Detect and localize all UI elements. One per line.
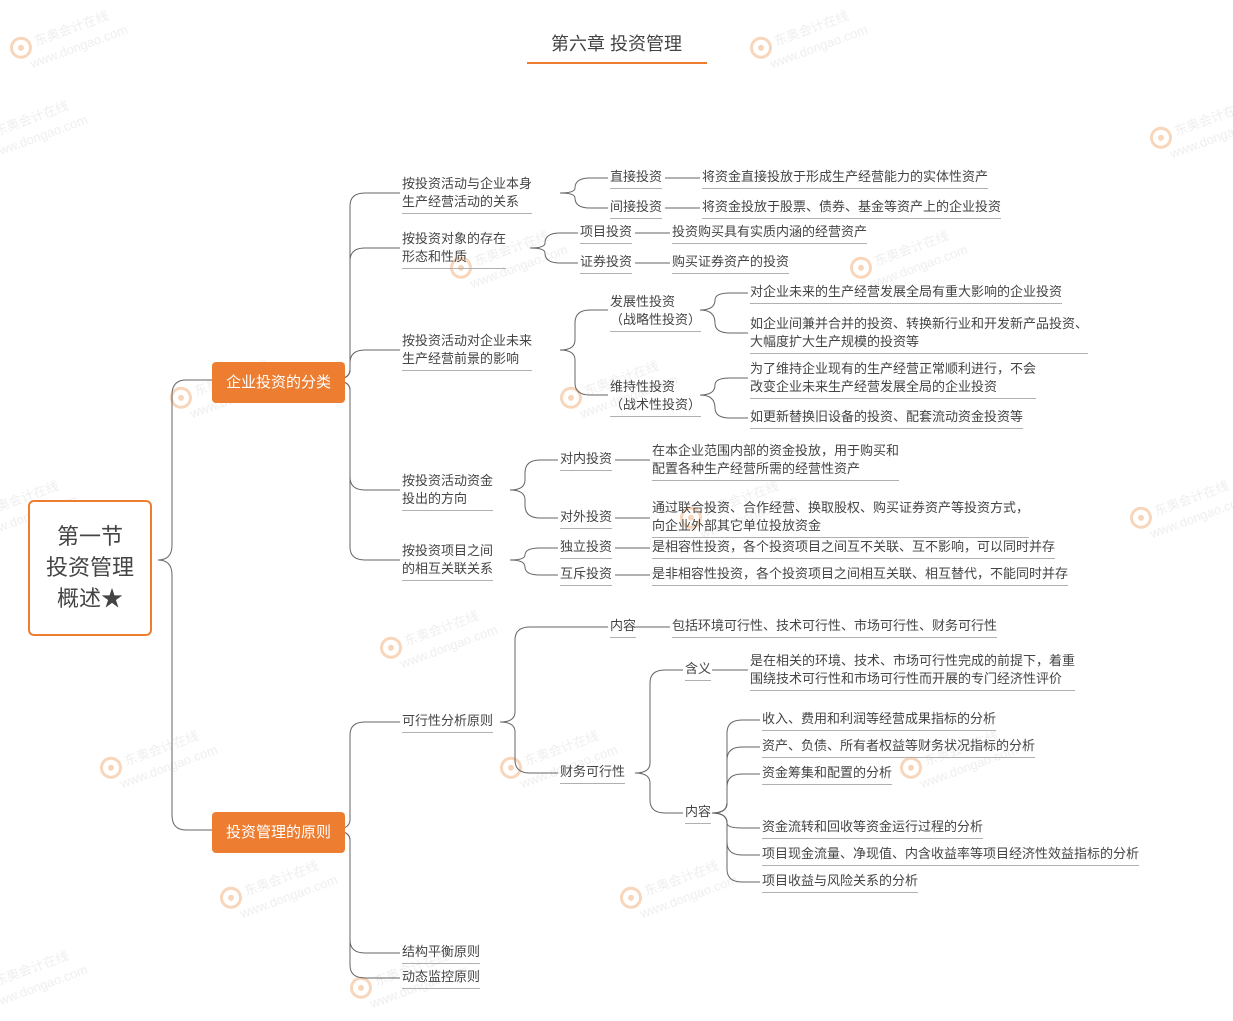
cat-direction: 按投资活动资金 投出的方向 bbox=[402, 472, 493, 511]
root-line: 投资管理 bbox=[46, 553, 134, 584]
watermark: 东奥会计在线 www.dongao.com bbox=[0, 941, 90, 1018]
chapter-title-wrap: 第六章 投资管理 bbox=[0, 30, 1233, 64]
leaf-exclusive: 互斥投资 bbox=[560, 565, 612, 586]
leaf-dev-desc1: 对企业未来的生产经营发展全局有重大影响的企业投资 bbox=[750, 283, 1062, 304]
leaf-independent: 独立投资 bbox=[560, 538, 612, 559]
leaf-external: 对外投资 bbox=[560, 508, 612, 529]
principle-balance: 结构平衡原则 bbox=[402, 943, 480, 964]
leaf-development: 发展性投资 （战略性投资） bbox=[610, 293, 701, 332]
fin-c5: 项目现金流量、净现值、内含收益率等项目经济性效益指标的分析 bbox=[762, 845, 1139, 866]
fin-meaning-label: 含义 bbox=[685, 660, 711, 681]
leaf-project: 项目投资 bbox=[580, 223, 632, 244]
leaf-dev-desc2: 如企业间兼并合并的投资、转换新行业和开发新产品投资、 大幅度扩大生产规模的投资等 bbox=[750, 315, 1088, 354]
leaf-indirect: 间接投资 bbox=[610, 198, 662, 219]
watermark: 东奥会计在线 www.dongao.com bbox=[897, 721, 1020, 798]
watermark: 东奥会计在线 www.dongao.com bbox=[97, 721, 220, 798]
root-line: 第一节 bbox=[46, 522, 134, 553]
principle-feasibility: 可行性分析原则 bbox=[402, 712, 493, 733]
fin-c6: 项目收益与风险关系的分析 bbox=[762, 872, 918, 893]
leaf-maint-desc1: 为了维持企业现有的生产经营正常顺利进行，不会 改变企业未来生产经营发展全局的企业… bbox=[750, 360, 1036, 399]
fin-content-label: 内容 bbox=[685, 803, 711, 824]
leaf-securities: 证券投资 bbox=[580, 253, 632, 274]
cat-relation2: 按投资项目之间 的相互关联关系 bbox=[402, 542, 493, 581]
root-node: 第一节 投资管理 概述★ bbox=[28, 500, 152, 636]
title-underline bbox=[527, 62, 707, 64]
feas-financial: 财务可行性 bbox=[560, 763, 625, 784]
watermark: 东奥会计在线 www.dongao.com bbox=[1147, 91, 1233, 168]
leaf-external-desc: 通过联合投资、合作经营、换取股权、购买证券资产等投资方式， 向企业外部其它单位投… bbox=[652, 499, 1029, 538]
leaf-internal: 对内投资 bbox=[560, 450, 612, 471]
watermark: 东奥会计在线 www.dongao.com bbox=[617, 851, 740, 928]
watermark: 东奥会计在线 www.dongao.com bbox=[377, 601, 500, 678]
root-line: 概述★ bbox=[46, 584, 134, 615]
leaf-internal-desc: 在本企业范围内部的资金投放，用于购买和 配置各种生产经营所需的经营性资产 bbox=[652, 442, 899, 481]
chapter-title: 第六章 投资管理 bbox=[551, 30, 682, 56]
leaf-exclusive-desc: 是非相容性投资，各个投资项目之间相互关联、相互替代，不能同时并存 bbox=[652, 565, 1068, 586]
leaf-project-desc: 投资购买具有实质内涵的经营资产 bbox=[672, 223, 867, 244]
leaf-maintain: 维持性投资 （战术性投资） bbox=[610, 378, 701, 417]
leaf-securities-desc: 购买证券资产的投资 bbox=[672, 253, 789, 274]
watermark: 东奥会计在线 www.dongao.com bbox=[1127, 471, 1233, 548]
branch-principles: 投资管理的原则 bbox=[212, 812, 345, 853]
fin-meaning-desc: 是在相关的环境、技术、市场可行性完成的前提下，着重 围绕技术可行性和市场可行性而… bbox=[750, 652, 1075, 691]
leaf-indirect-desc: 将资金投放于股票、债券、基金等资产上的企业投资 bbox=[702, 198, 1001, 219]
leaf-independent-desc: 是相容性投资，各个投资项目之间互不关联、互不影响，可以同时并存 bbox=[652, 538, 1055, 559]
fin-c2: 资产、负债、所有者权益等财务状况指标的分析 bbox=[762, 737, 1035, 758]
principle-dynamic: 动态监控原则 bbox=[402, 968, 480, 989]
cat-future: 按投资活动对企业未来 生产经营前景的影响 bbox=[402, 332, 532, 371]
cat-relation: 按投资活动与企业本身 生产经营活动的关系 bbox=[402, 175, 532, 214]
leaf-direct-desc: 将资金直接投放于形成生产经营能力的实体性资产 bbox=[702, 168, 988, 189]
fin-c1: 收入、费用和利润等经营成果指标的分析 bbox=[762, 710, 996, 731]
watermark: 东奥会计在线 www.dongao.com bbox=[217, 851, 340, 928]
leaf-maint-desc2: 如更新替换旧设备的投资、配套流动资金投资等 bbox=[750, 408, 1023, 429]
leaf-direct: 直接投资 bbox=[610, 168, 662, 189]
feas-content-desc: 包括环境可行性、技术可行性、市场可行性、财务可行性 bbox=[672, 617, 997, 638]
connector-lines bbox=[0, 0, 1233, 1021]
watermark: 东奥会计在线 www.dongao.com bbox=[497, 721, 620, 798]
watermark: 东奥会计在线 www.dongao.com bbox=[0, 91, 90, 168]
fin-c3: 资金筹集和配置的分析 bbox=[762, 764, 892, 785]
feas-content-label: 内容 bbox=[610, 617, 636, 638]
branch-classification: 企业投资的分类 bbox=[212, 362, 345, 403]
cat-object: 按投资对象的存在 形态和性质 bbox=[402, 230, 506, 269]
fin-c4: 资金流转和回收等资金运行过程的分析 bbox=[762, 818, 983, 839]
